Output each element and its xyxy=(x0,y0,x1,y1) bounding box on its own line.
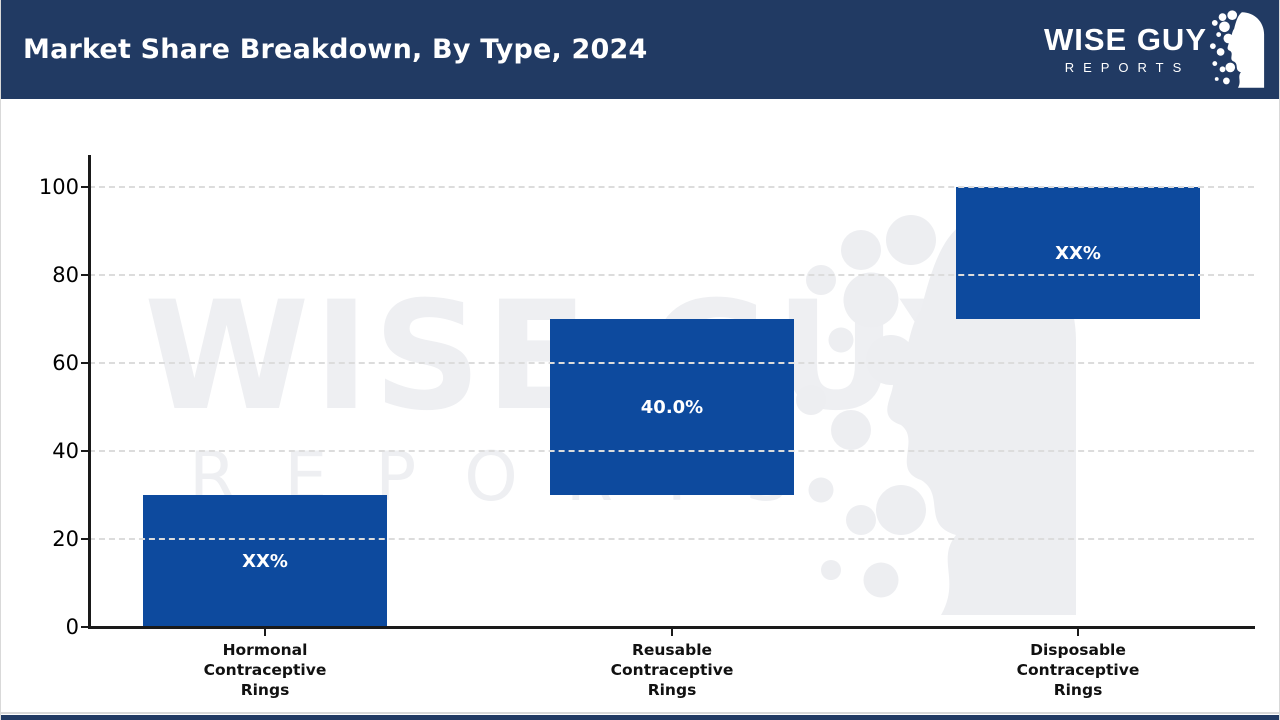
y-axis-tick xyxy=(81,186,89,188)
x-axis-tick xyxy=(264,628,266,636)
category-label-line: Rings xyxy=(240,681,290,699)
brand-logo-text: WISE GUY REPORTS xyxy=(1044,24,1207,75)
gridline xyxy=(89,274,1254,276)
x-axis-tick xyxy=(671,628,673,636)
y-axis-tick xyxy=(81,362,89,364)
gridline xyxy=(89,186,1254,188)
y-axis-tick xyxy=(81,626,89,628)
y-axis-tick xyxy=(81,274,89,276)
y-axis-tick-label: 0 xyxy=(65,615,79,639)
y-axis-tick xyxy=(81,450,89,452)
x-axis-spine xyxy=(88,626,1255,629)
category-label-line: Rings xyxy=(1053,681,1103,699)
y-axis-tick-label: 20 xyxy=(52,527,79,551)
bar-value-label: 40.0% xyxy=(640,396,704,418)
brand-subtitle: REPORTS xyxy=(1064,60,1191,75)
gridline xyxy=(89,450,1254,452)
category-label: Reusable Contraceptive Rings xyxy=(512,640,832,700)
bar-value-label: XX% xyxy=(242,550,288,572)
gridline xyxy=(89,362,1254,364)
y-axis-spine xyxy=(88,155,91,629)
bar: 40.0% xyxy=(550,319,794,495)
footer-bar xyxy=(1,715,1279,720)
category-label: Hormonal Contraceptive Rings xyxy=(105,640,425,700)
bar: XX% xyxy=(956,187,1200,319)
x-axis-tick xyxy=(1077,628,1079,636)
category-label: Disposable Contraceptive Rings xyxy=(918,640,1238,700)
category-label-line: Reusable xyxy=(631,641,713,659)
y-axis-tick-label: 40 xyxy=(52,439,79,463)
brand-logo: WISE GUY REPORTS xyxy=(1044,8,1279,92)
brand-name: WISE GUY xyxy=(1043,22,1207,57)
footer-divider xyxy=(1,712,1279,714)
header: Market Share Breakdown, By Type, 2024 WI… xyxy=(1,0,1279,99)
y-axis-tick-label: 80 xyxy=(52,263,79,287)
y-axis-tick-label: 60 xyxy=(52,351,79,375)
bar: XX% xyxy=(143,495,387,627)
category-label-line: Disposable xyxy=(1030,641,1126,659)
category-label-line: Hormonal xyxy=(222,641,308,659)
y-axis-tick-label: 100 xyxy=(38,175,79,199)
gridline xyxy=(89,538,1254,540)
category-label-line: Rings xyxy=(647,681,697,699)
category-label-line: Contraceptive xyxy=(203,661,327,679)
page-title: Market Share Breakdown, By Type, 2024 xyxy=(23,34,648,65)
bar-value-label: XX% xyxy=(1055,242,1101,264)
category-label-line: Contraceptive xyxy=(1016,661,1140,679)
category-label-line: Contraceptive xyxy=(610,661,734,679)
dotted-face-profile-icon xyxy=(1209,9,1265,88)
y-axis-tick xyxy=(81,538,89,540)
